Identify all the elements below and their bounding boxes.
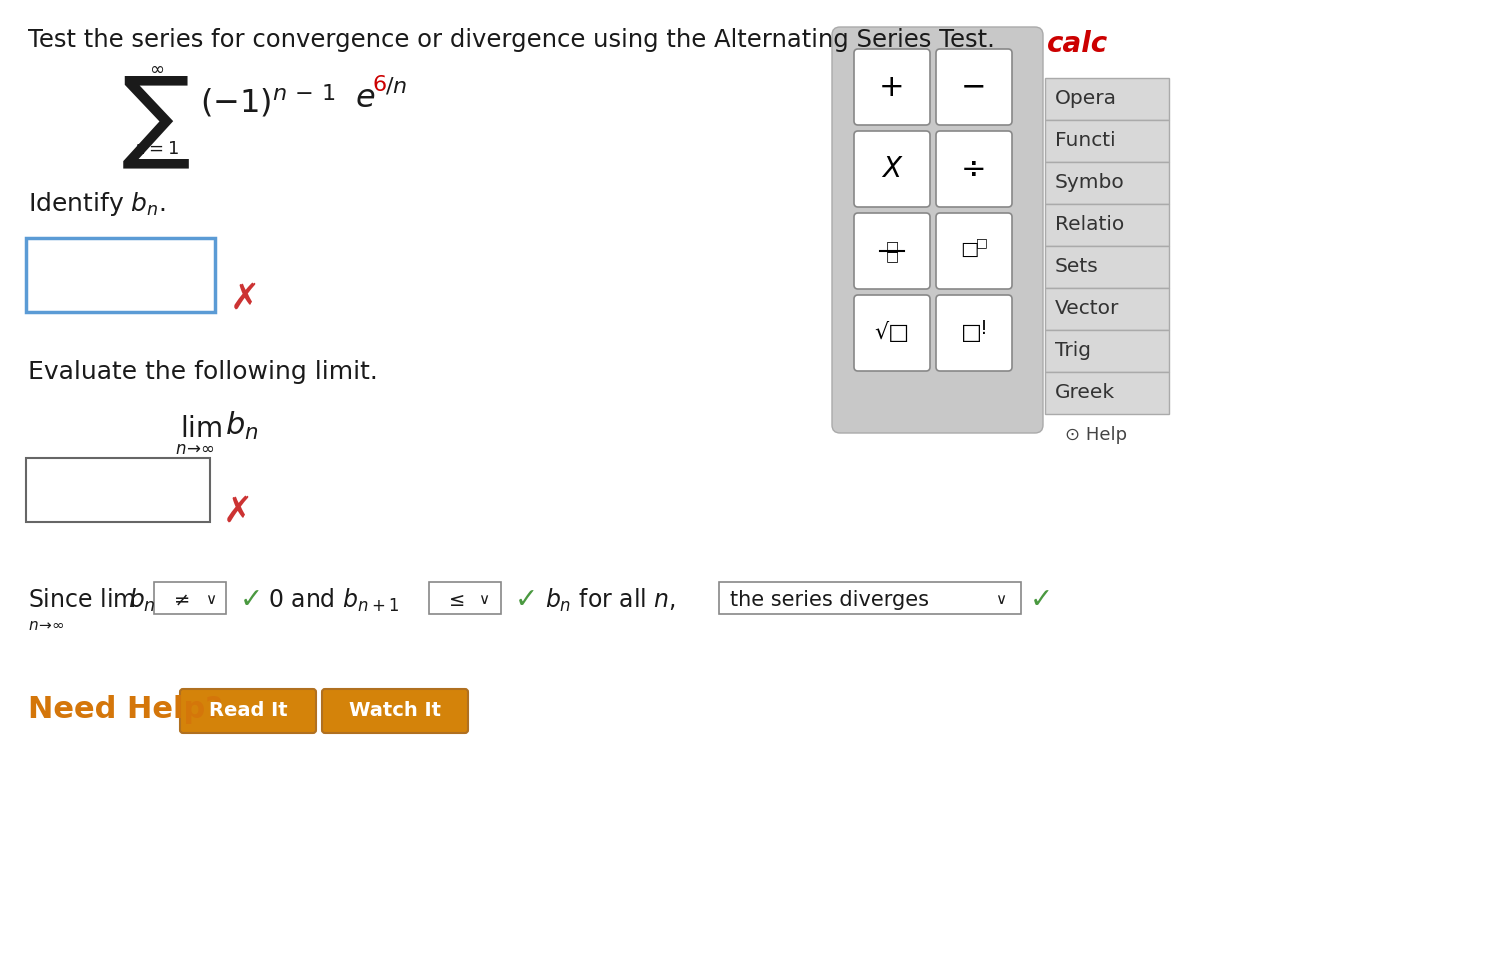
Text: $(-1)^{n\,-\,1}$: $(-1)^{n\,-\,1}$ — [200, 83, 336, 120]
FancyBboxPatch shape — [1044, 120, 1169, 162]
Text: Evaluate the following limit.: Evaluate the following limit. — [29, 360, 378, 384]
FancyBboxPatch shape — [719, 582, 1020, 614]
Text: $\leq$: $\leq$ — [445, 591, 465, 609]
FancyBboxPatch shape — [1044, 330, 1169, 372]
FancyBboxPatch shape — [853, 49, 930, 125]
Text: the series diverges: the series diverges — [730, 590, 929, 610]
Text: $b_n$: $b_n$ — [128, 587, 157, 614]
Text: ÷: ÷ — [962, 155, 987, 184]
Text: Since $\lim$: Since $\lim$ — [29, 588, 135, 612]
Text: X: X — [882, 155, 901, 183]
FancyBboxPatch shape — [936, 295, 1011, 371]
FancyBboxPatch shape — [1044, 288, 1169, 330]
Text: Read It: Read It — [209, 701, 287, 719]
Text: ✓: ✓ — [1029, 586, 1054, 614]
FancyBboxPatch shape — [936, 213, 1011, 289]
Text: $\infty$: $\infty$ — [149, 60, 164, 78]
Text: −: − — [962, 73, 987, 101]
Text: ✗: ✗ — [223, 495, 253, 529]
Text: $\sum$: $\sum$ — [120, 75, 190, 171]
FancyBboxPatch shape — [1044, 78, 1169, 120]
Text: □: □ — [960, 239, 978, 259]
FancyBboxPatch shape — [936, 131, 1011, 207]
FancyBboxPatch shape — [1044, 372, 1169, 414]
Text: !: ! — [980, 318, 987, 338]
Text: $6$: $6$ — [372, 75, 387, 95]
Text: $b_n$: $b_n$ — [226, 410, 259, 442]
Text: Trig: Trig — [1055, 342, 1091, 361]
Text: Vector: Vector — [1055, 300, 1120, 318]
Text: $n\!\to\!\infty$: $n\!\to\!\infty$ — [29, 618, 65, 633]
FancyBboxPatch shape — [853, 131, 930, 207]
Text: Need Help?: Need Help? — [29, 696, 223, 725]
Text: calc: calc — [1047, 30, 1108, 58]
Text: $e$: $e$ — [355, 83, 375, 114]
Text: ✗: ✗ — [230, 282, 260, 316]
FancyBboxPatch shape — [1044, 204, 1169, 246]
Text: Sets: Sets — [1055, 258, 1099, 276]
FancyBboxPatch shape — [26, 458, 211, 522]
Text: □: □ — [960, 323, 981, 343]
Text: $n = 1$: $n = 1$ — [134, 140, 179, 158]
Text: ⊙ Help: ⊙ Help — [1066, 426, 1127, 444]
Text: $\lim$: $\lim$ — [181, 415, 223, 443]
Text: ∨: ∨ — [479, 593, 489, 607]
Text: ∨: ∨ — [995, 593, 1007, 607]
Text: √□: √□ — [874, 322, 909, 343]
Text: □: □ — [885, 249, 898, 263]
Text: $n\!\to\!\infty$: $n\!\to\!\infty$ — [175, 440, 215, 458]
Text: Test the series for convergence or divergence using the Alternating Series Test.: Test the series for convergence or diver… — [29, 28, 995, 52]
Text: $/n$: $/n$ — [385, 75, 406, 96]
FancyBboxPatch shape — [853, 295, 930, 371]
FancyBboxPatch shape — [1044, 162, 1169, 204]
Text: Watch It: Watch It — [349, 701, 441, 719]
FancyBboxPatch shape — [936, 49, 1011, 125]
Text: $0$ and $b_{n+1}$: $0$ and $b_{n+1}$ — [268, 587, 399, 614]
Text: $b_n$ for all $n,$: $b_n$ for all $n,$ — [545, 587, 676, 614]
Text: Greek: Greek — [1055, 383, 1115, 403]
Text: □: □ — [977, 236, 987, 249]
Text: ✓: ✓ — [515, 586, 539, 614]
Text: Relatio: Relatio — [1055, 215, 1124, 234]
FancyBboxPatch shape — [181, 689, 316, 733]
Text: +: + — [879, 73, 905, 101]
Text: ∨: ∨ — [205, 593, 217, 607]
FancyBboxPatch shape — [429, 582, 501, 614]
Text: $\neq$: $\neq$ — [170, 591, 190, 609]
Text: Identify $b_n$.: Identify $b_n$. — [29, 190, 166, 218]
FancyBboxPatch shape — [1044, 246, 1169, 288]
FancyBboxPatch shape — [853, 213, 930, 289]
Text: □: □ — [885, 239, 898, 253]
Text: Functi: Functi — [1055, 131, 1115, 151]
Text: Opera: Opera — [1055, 90, 1117, 109]
FancyBboxPatch shape — [26, 238, 215, 312]
FancyBboxPatch shape — [832, 27, 1043, 433]
FancyBboxPatch shape — [154, 582, 226, 614]
Text: Symbo: Symbo — [1055, 173, 1124, 193]
Text: ✓: ✓ — [239, 586, 263, 614]
FancyBboxPatch shape — [322, 689, 468, 733]
